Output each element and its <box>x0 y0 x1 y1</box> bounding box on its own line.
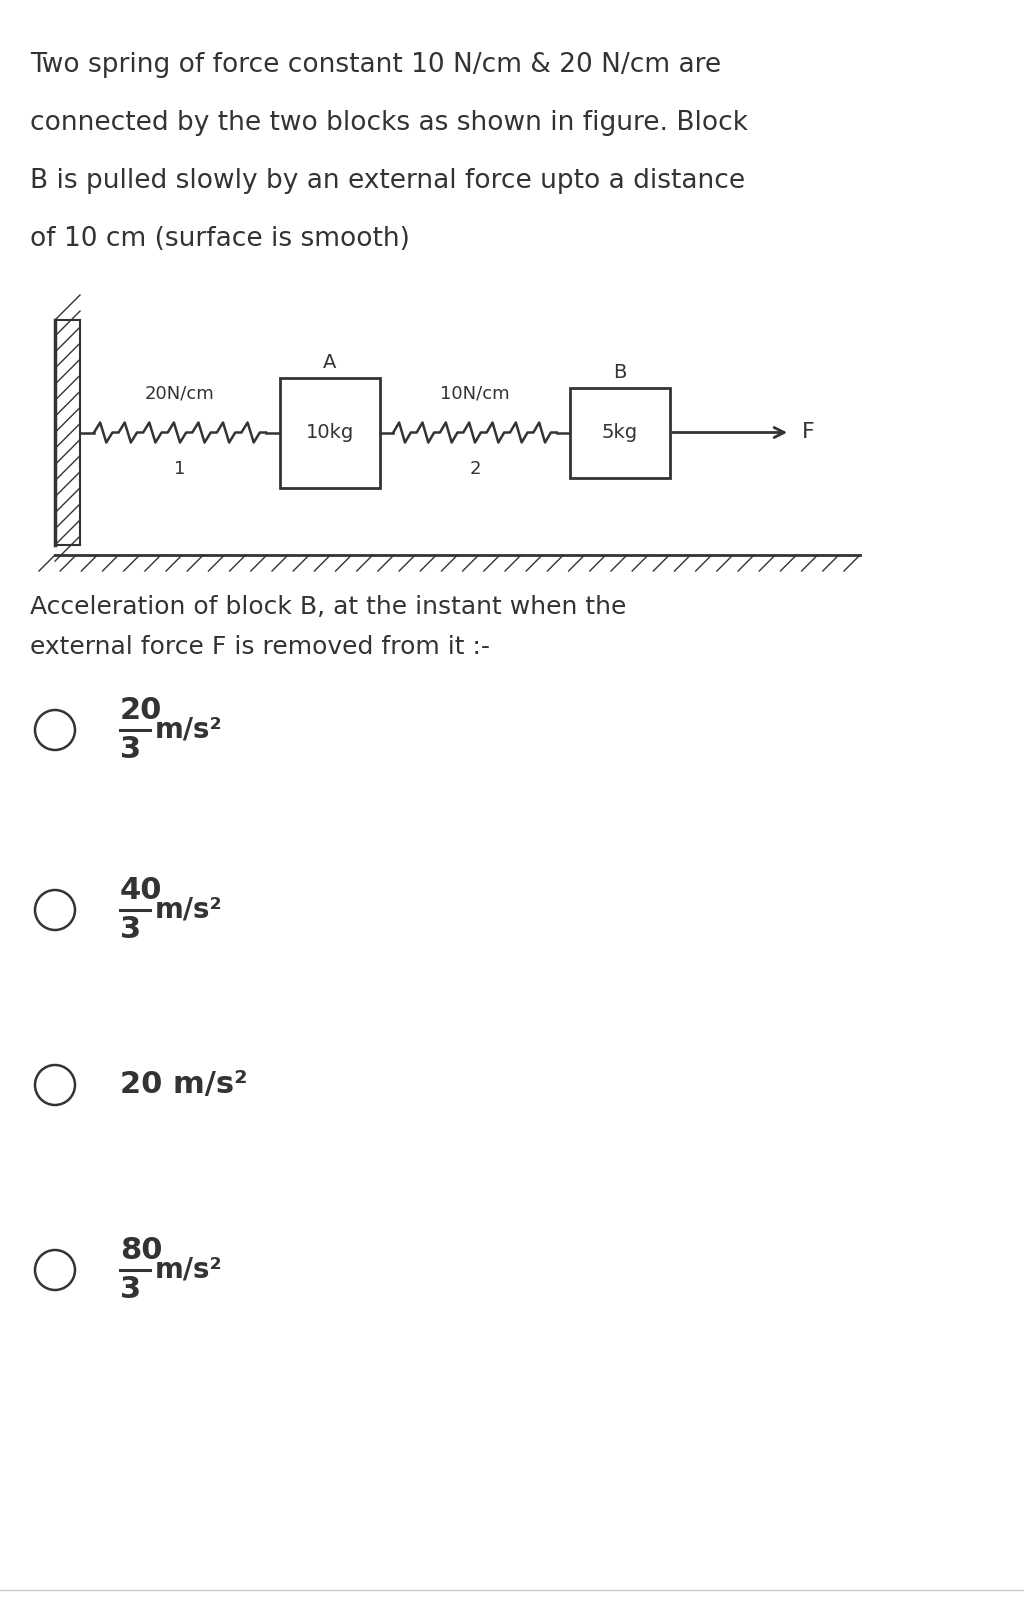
Text: m/s²: m/s² <box>155 896 222 925</box>
Text: connected by the two blocks as shown in figure. Block: connected by the two blocks as shown in … <box>30 110 748 136</box>
Text: 3: 3 <box>120 734 141 765</box>
Text: 80: 80 <box>120 1235 163 1266</box>
Text: 10N/cm: 10N/cm <box>440 384 510 403</box>
Bar <box>570 387 670 477</box>
Text: m/s²: m/s² <box>155 717 222 744</box>
Bar <box>280 378 380 488</box>
Text: A: A <box>324 352 337 371</box>
Text: B is pulled slowly by an external force upto a distance: B is pulled slowly by an external force … <box>30 168 745 194</box>
Text: 3: 3 <box>120 1275 141 1304</box>
Text: Acceleration of block B, at the instant when the: Acceleration of block B, at the instant … <box>30 595 627 619</box>
Text: of 10 cm (surface is smooth): of 10 cm (surface is smooth) <box>30 226 410 251</box>
Text: 1: 1 <box>174 461 185 478</box>
Text: B: B <box>613 363 627 381</box>
Text: Two spring of force constant 10 N/cm & 20 N/cm are: Two spring of force constant 10 N/cm & 2… <box>30 51 721 78</box>
Text: 2: 2 <box>469 461 480 478</box>
Text: external force F is removed from it :-: external force F is removed from it :- <box>30 635 490 659</box>
Text: 40: 40 <box>120 877 163 906</box>
Text: 20 m/s²: 20 m/s² <box>120 1070 248 1099</box>
Text: F: F <box>802 422 815 443</box>
Text: m/s²: m/s² <box>155 1256 222 1283</box>
Text: 20N/cm: 20N/cm <box>145 384 215 403</box>
Text: 10kg: 10kg <box>306 422 354 442</box>
Text: 3: 3 <box>120 915 141 944</box>
Text: 20: 20 <box>120 696 163 725</box>
Text: 5kg: 5kg <box>602 422 638 442</box>
